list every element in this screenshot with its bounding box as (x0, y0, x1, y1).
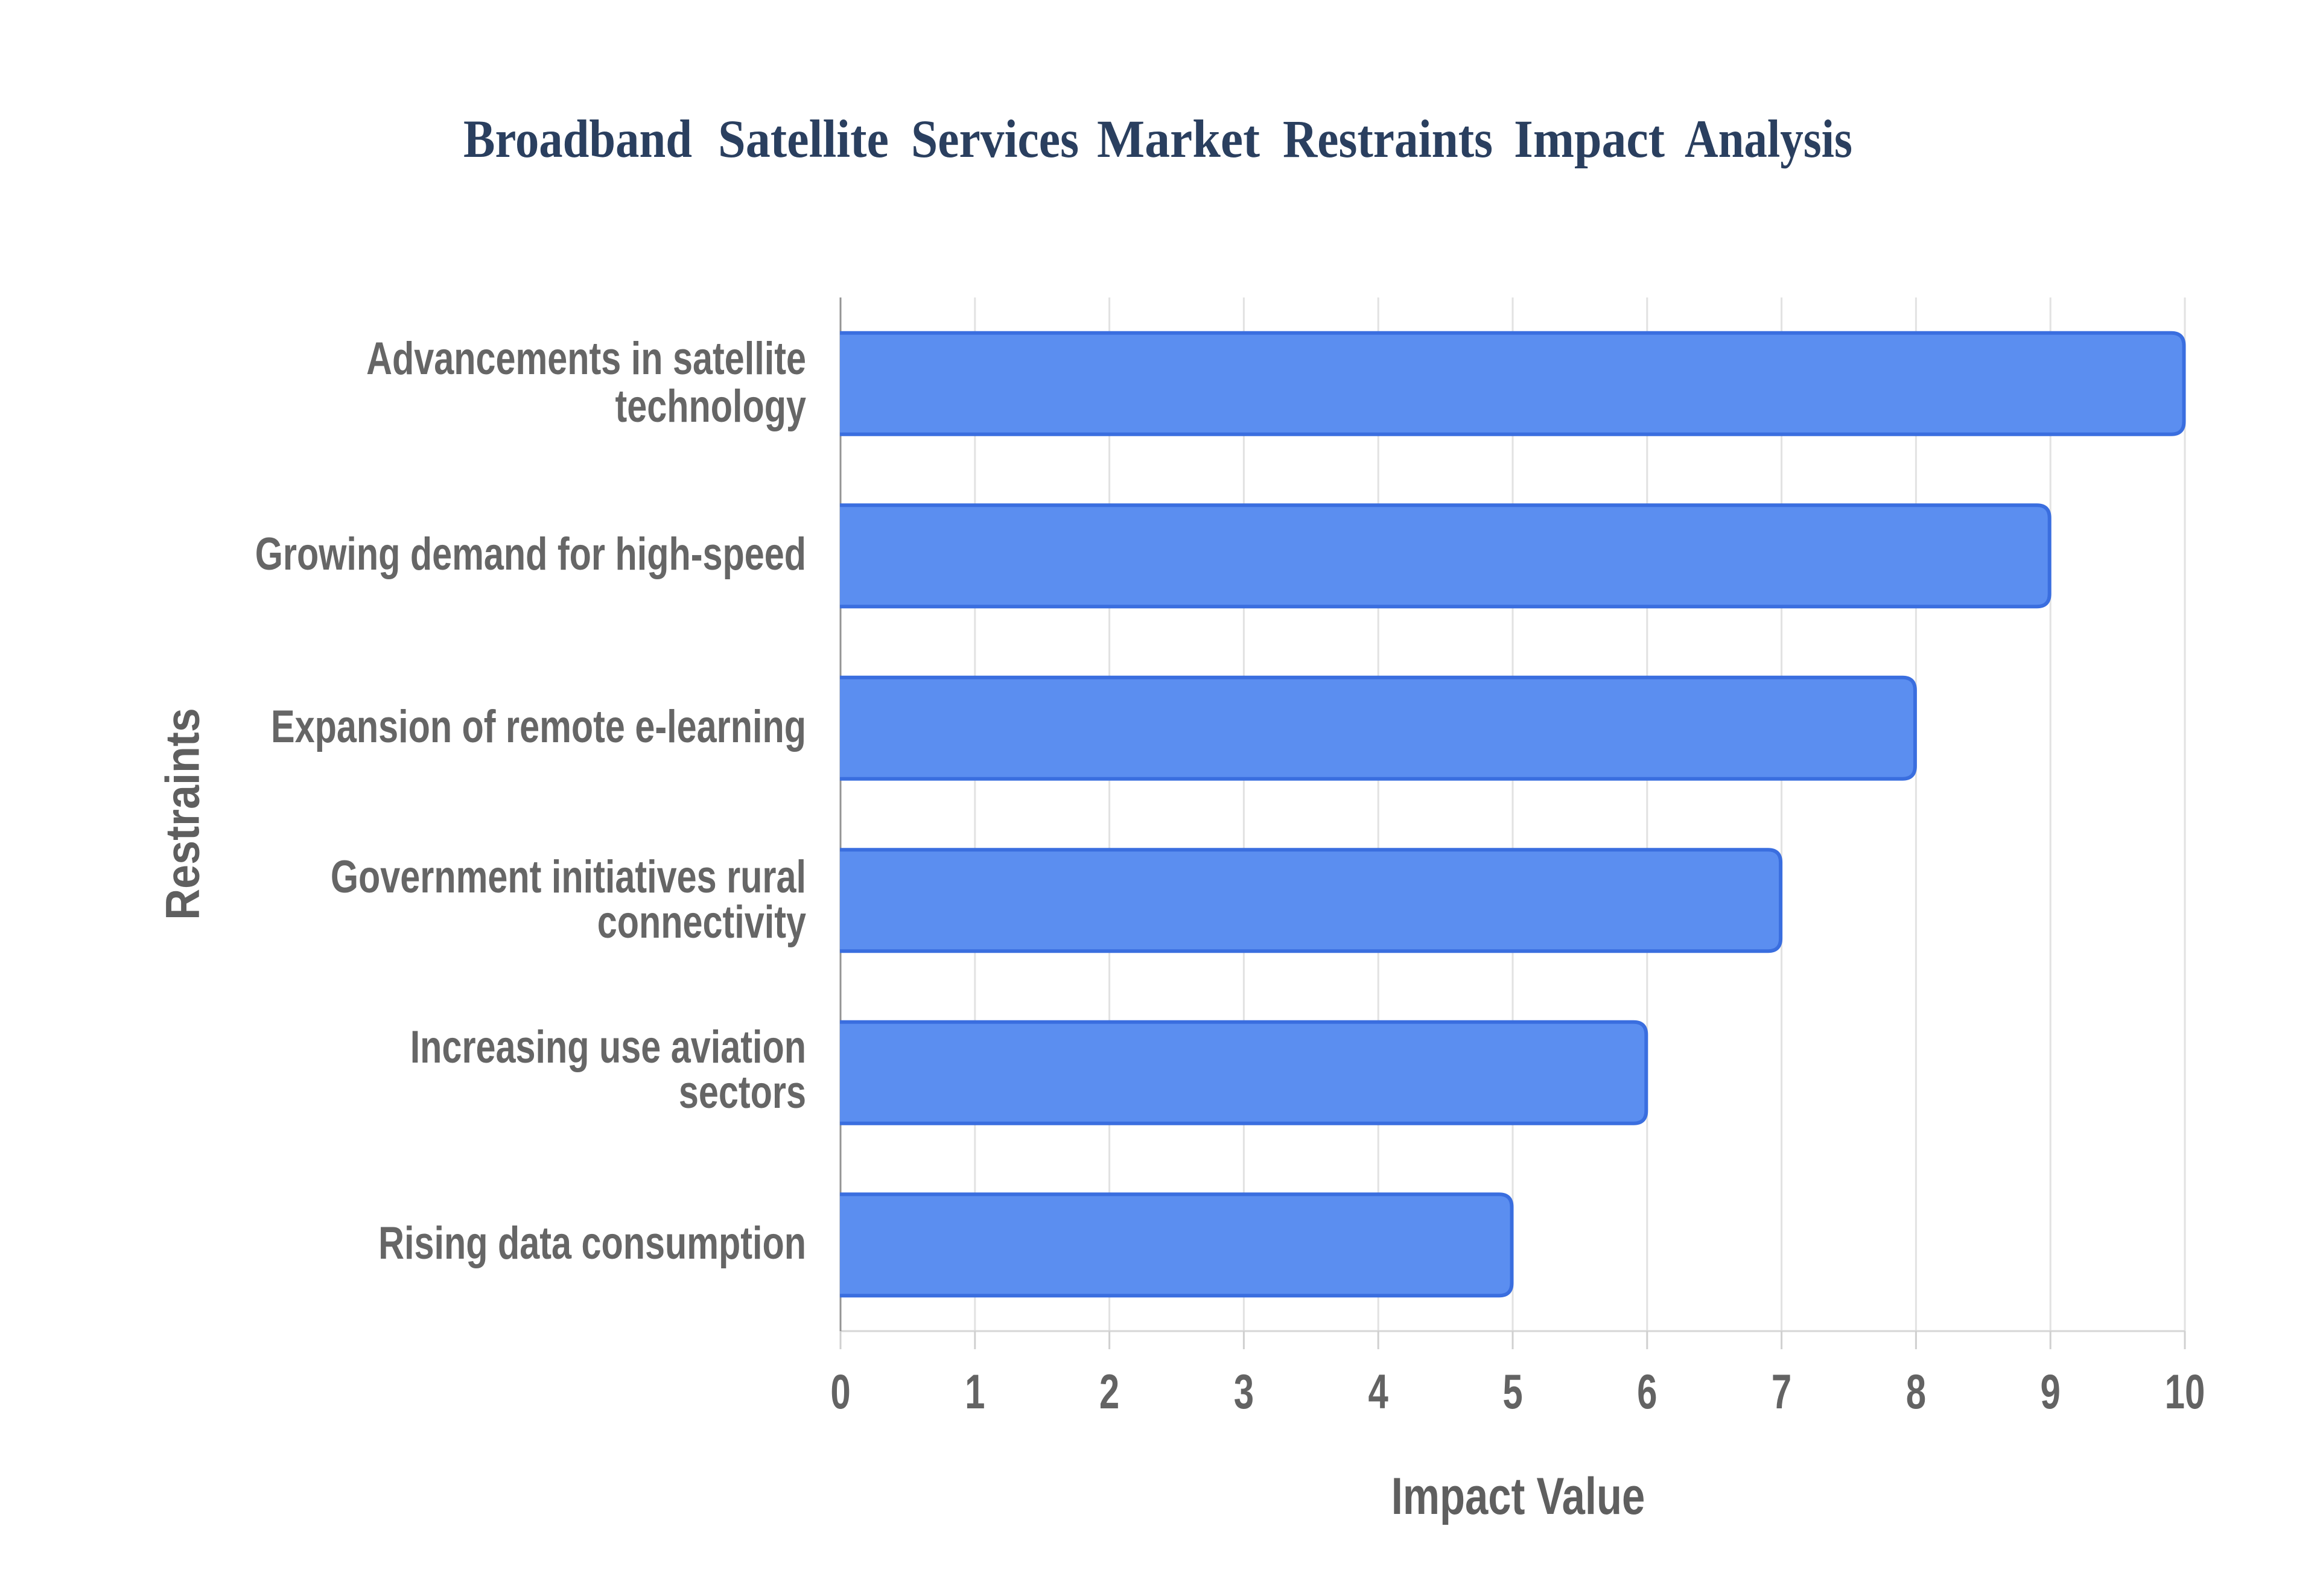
svg-text:Impact Value: Impact Value (1391, 1467, 1645, 1525)
svg-text:Advancements in satellite: Advancements in satellite (366, 333, 806, 384)
svg-text:Analysis: Analysis (1685, 110, 1852, 169)
svg-text:connectivity: connectivity (597, 897, 806, 948)
svg-text:Restraints: Restraints (156, 708, 209, 920)
svg-text:2: 2 (1099, 1364, 1119, 1419)
svg-text:Government initiatives rural: Government initiatives rural (331, 851, 806, 903)
svg-text:Growing demand for high-speed: Growing demand for high-speed (255, 529, 806, 580)
svg-text:Rising data consumption: Rising data consumption (378, 1218, 806, 1269)
svg-text:Market: Market (1097, 110, 1260, 169)
svg-text:Broadband: Broadband (463, 110, 692, 169)
svg-text:Services: Services (911, 110, 1079, 169)
svg-text:1: 1 (965, 1364, 985, 1419)
svg-text:sectors: sectors (679, 1067, 806, 1118)
svg-text:4: 4 (1368, 1364, 1389, 1419)
svg-text:Restraints: Restraints (1283, 110, 1493, 169)
svg-text:3: 3 (1234, 1364, 1254, 1419)
svg-text:8: 8 (1906, 1364, 1926, 1419)
svg-text:Increasing use aviation: Increasing use aviation (410, 1022, 806, 1073)
svg-text:9: 9 (2041, 1364, 2061, 1419)
svg-text:6: 6 (1637, 1364, 1657, 1419)
svg-text:10: 10 (2165, 1364, 2205, 1419)
svg-text:technology: technology (615, 381, 806, 432)
svg-text:Impact: Impact (1514, 110, 1665, 169)
svg-text:0: 0 (830, 1364, 850, 1419)
svg-text:Satellite: Satellite (718, 110, 889, 169)
svg-text:7: 7 (1772, 1364, 1791, 1419)
svg-text:5: 5 (1502, 1364, 1522, 1419)
svg-text:Expansion of remote e-learning: Expansion of remote e-learning (271, 701, 806, 752)
